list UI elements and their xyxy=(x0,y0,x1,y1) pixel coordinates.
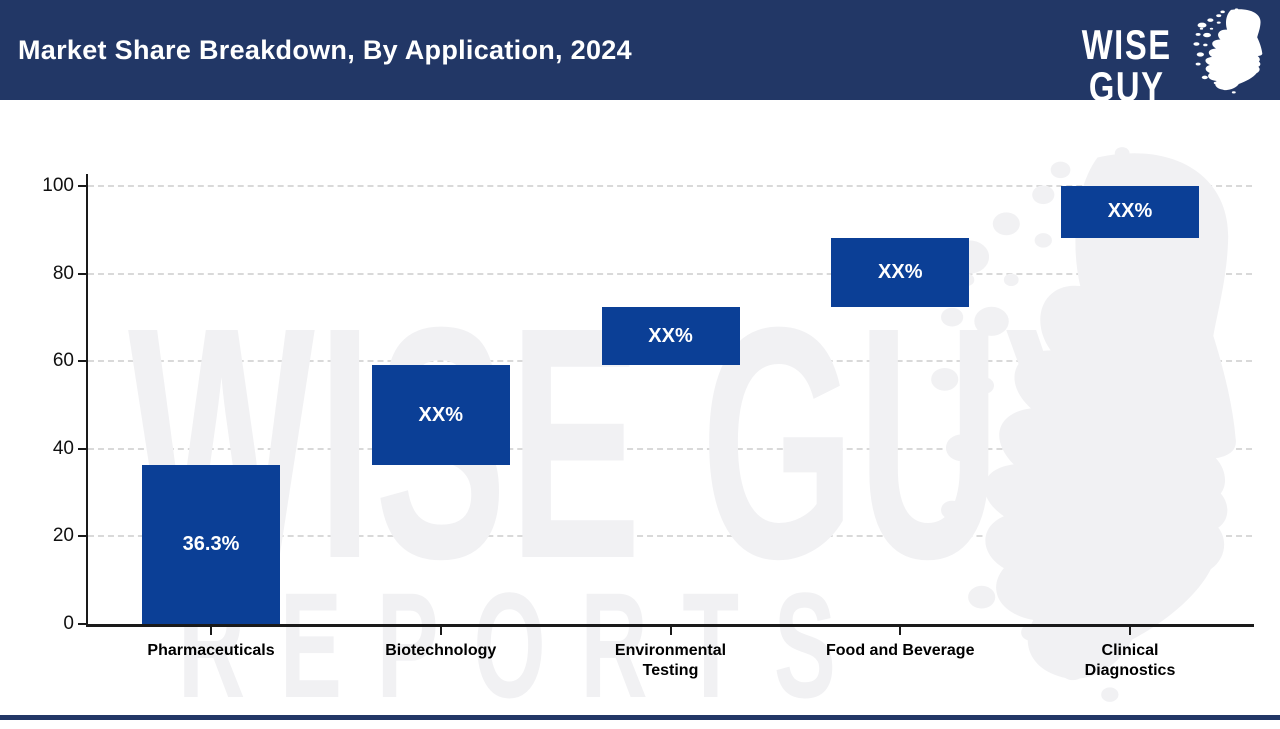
bar-value-label: 36.3% xyxy=(182,532,240,555)
y-tick-label: 60 xyxy=(52,350,74,372)
y-tick-mark xyxy=(78,535,86,538)
bar-segment: XX% xyxy=(601,306,740,366)
y-tick-mark xyxy=(78,185,86,187)
gridline xyxy=(88,272,1252,275)
header-bar: Market Share Breakdown, By Application, … xyxy=(0,0,1280,128)
chart-area: WISE GUY REPORTS 0 20 40 60 80 100 36.3% XX% XX… xyxy=(0,100,1280,720)
y-tick-mark xyxy=(78,272,86,275)
bar-value-label: XX% xyxy=(418,403,463,426)
category-label: Biotechnology xyxy=(385,642,497,659)
x-tick-mark xyxy=(899,627,902,635)
category-label: Environmental Testing xyxy=(614,642,727,679)
bar-segment: XX% xyxy=(1061,186,1199,238)
gridline xyxy=(88,535,1252,538)
bar-segment: XX% xyxy=(371,365,510,465)
bar-value-label: XX% xyxy=(878,260,923,283)
y-tick-label: 40 xyxy=(52,437,74,459)
brand-logo: WISE GUY REPORTS xyxy=(1012,0,1272,128)
gridline xyxy=(88,185,1252,187)
y-tick-label: 100 xyxy=(42,175,74,196)
y-tick-label: 20 xyxy=(52,525,74,547)
x-axis-line xyxy=(86,624,1254,627)
gridline xyxy=(88,447,1252,450)
footer-bar xyxy=(0,715,1280,720)
brand-head-icon xyxy=(1193,8,1263,94)
y-tick-mark xyxy=(78,447,86,450)
y-tick-mark xyxy=(78,360,86,363)
bar-value-label: XX% xyxy=(1107,200,1153,223)
brand-name: WISE GUY xyxy=(1081,21,1172,110)
watermark-brand-subtext: REPORTS xyxy=(178,561,871,729)
category-label: Clinical Diagnostics xyxy=(1084,642,1176,679)
y-tick-mark xyxy=(78,623,86,625)
category-label: Food and Beverage xyxy=(826,642,975,659)
y-axis-line xyxy=(86,174,88,626)
bar-segment: 36.3% xyxy=(142,465,280,624)
y-tick-label: 80 xyxy=(52,262,74,284)
page-title: Market Share Breakdown, By Application, … xyxy=(18,34,632,65)
y-tick-label: 0 xyxy=(63,613,74,634)
bar-segment: XX% xyxy=(831,237,970,307)
bar-value-label: XX% xyxy=(648,324,693,347)
x-tick-mark xyxy=(439,627,442,635)
x-tick-mark xyxy=(1129,627,1131,635)
category-label: Pharmaceuticals xyxy=(147,642,275,659)
x-tick-mark xyxy=(669,627,672,635)
x-tick-mark xyxy=(210,627,212,635)
